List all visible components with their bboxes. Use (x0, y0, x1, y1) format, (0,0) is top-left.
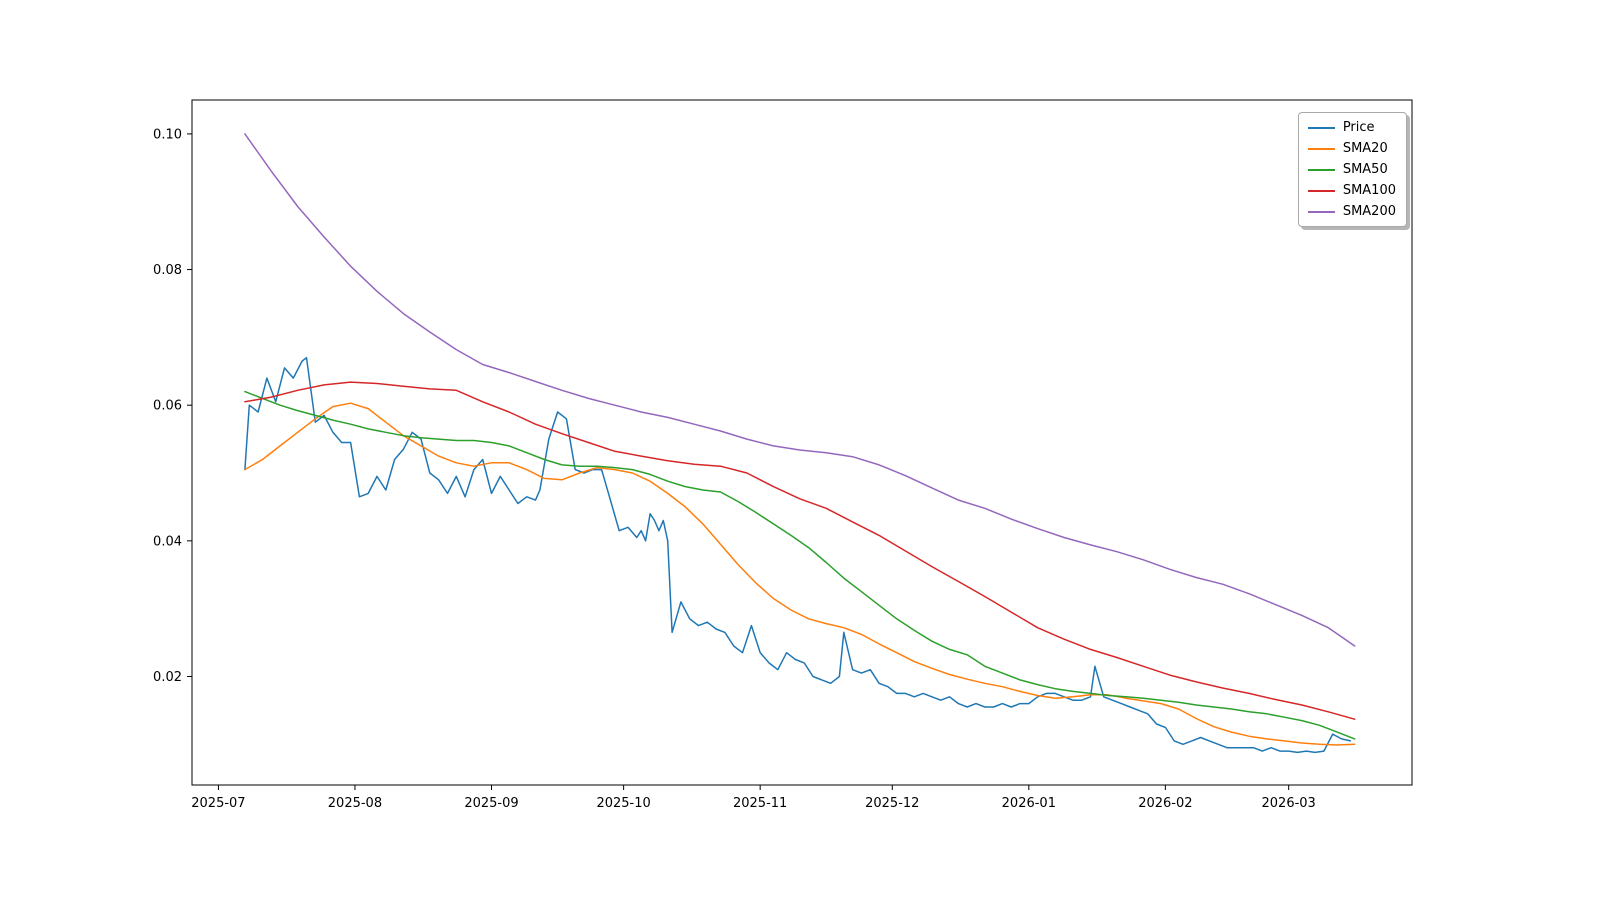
legend-line-swatch-sma100 (1307, 189, 1335, 192)
series-line-sma200 (244, 133, 1356, 647)
legend-line-swatch-sma50 (1307, 168, 1335, 171)
y-tick-label: 0.10 (153, 127, 182, 142)
legend-line-swatch-sma200 (1307, 210, 1335, 213)
y-tick-label: 0.04 (153, 534, 182, 549)
legend-entry-sma20: SMA20 (1307, 141, 1396, 156)
x-tick-label: 2025-11 (733, 796, 787, 811)
legend-entry-sma100: SMA100 (1307, 183, 1396, 198)
legend-label-sma200: SMA200 (1342, 204, 1396, 219)
series-line-sma20 (244, 402, 1356, 746)
x-tick-label: 2025-07 (191, 796, 245, 811)
legend-label-price: Price (1342, 120, 1375, 135)
y-tick-label: 0.08 (153, 263, 182, 278)
x-tick-label: 2025-12 (865, 796, 919, 811)
legend-label-sma20: SMA20 (1342, 141, 1388, 156)
x-tick-label: 2025-08 (328, 796, 382, 811)
series-line-price (244, 356, 1352, 754)
x-tick-label: 2025-09 (464, 796, 518, 811)
axes-frame (191, 99, 1413, 786)
legend-entry-sma50: SMA50 (1307, 162, 1396, 177)
chart-legend: Price SMA20 SMA50 SMA100 SMA200 (1297, 112, 1407, 227)
x-tick-label: 2025-10 (596, 796, 650, 811)
series-line-sma100 (244, 381, 1356, 720)
legend-label-sma50: SMA50 (1342, 162, 1388, 177)
legend-line-swatch-sma20 (1307, 147, 1335, 150)
series-line-sma50 (244, 390, 1356, 740)
legend-entry-sma200: SMA200 (1307, 204, 1396, 219)
x-tick-label: 2026-02 (1138, 796, 1192, 811)
legend-line-swatch-price (1307, 126, 1335, 129)
y-tick-label: 0.02 (153, 670, 182, 685)
legend-label-sma100: SMA100 (1342, 183, 1396, 198)
x-tick-label: 2026-03 (1262, 796, 1316, 811)
y-tick-label: 0.06 (153, 399, 182, 414)
legend-entry-price: Price (1307, 120, 1396, 135)
x-tick-label: 2026-01 (1002, 796, 1056, 811)
